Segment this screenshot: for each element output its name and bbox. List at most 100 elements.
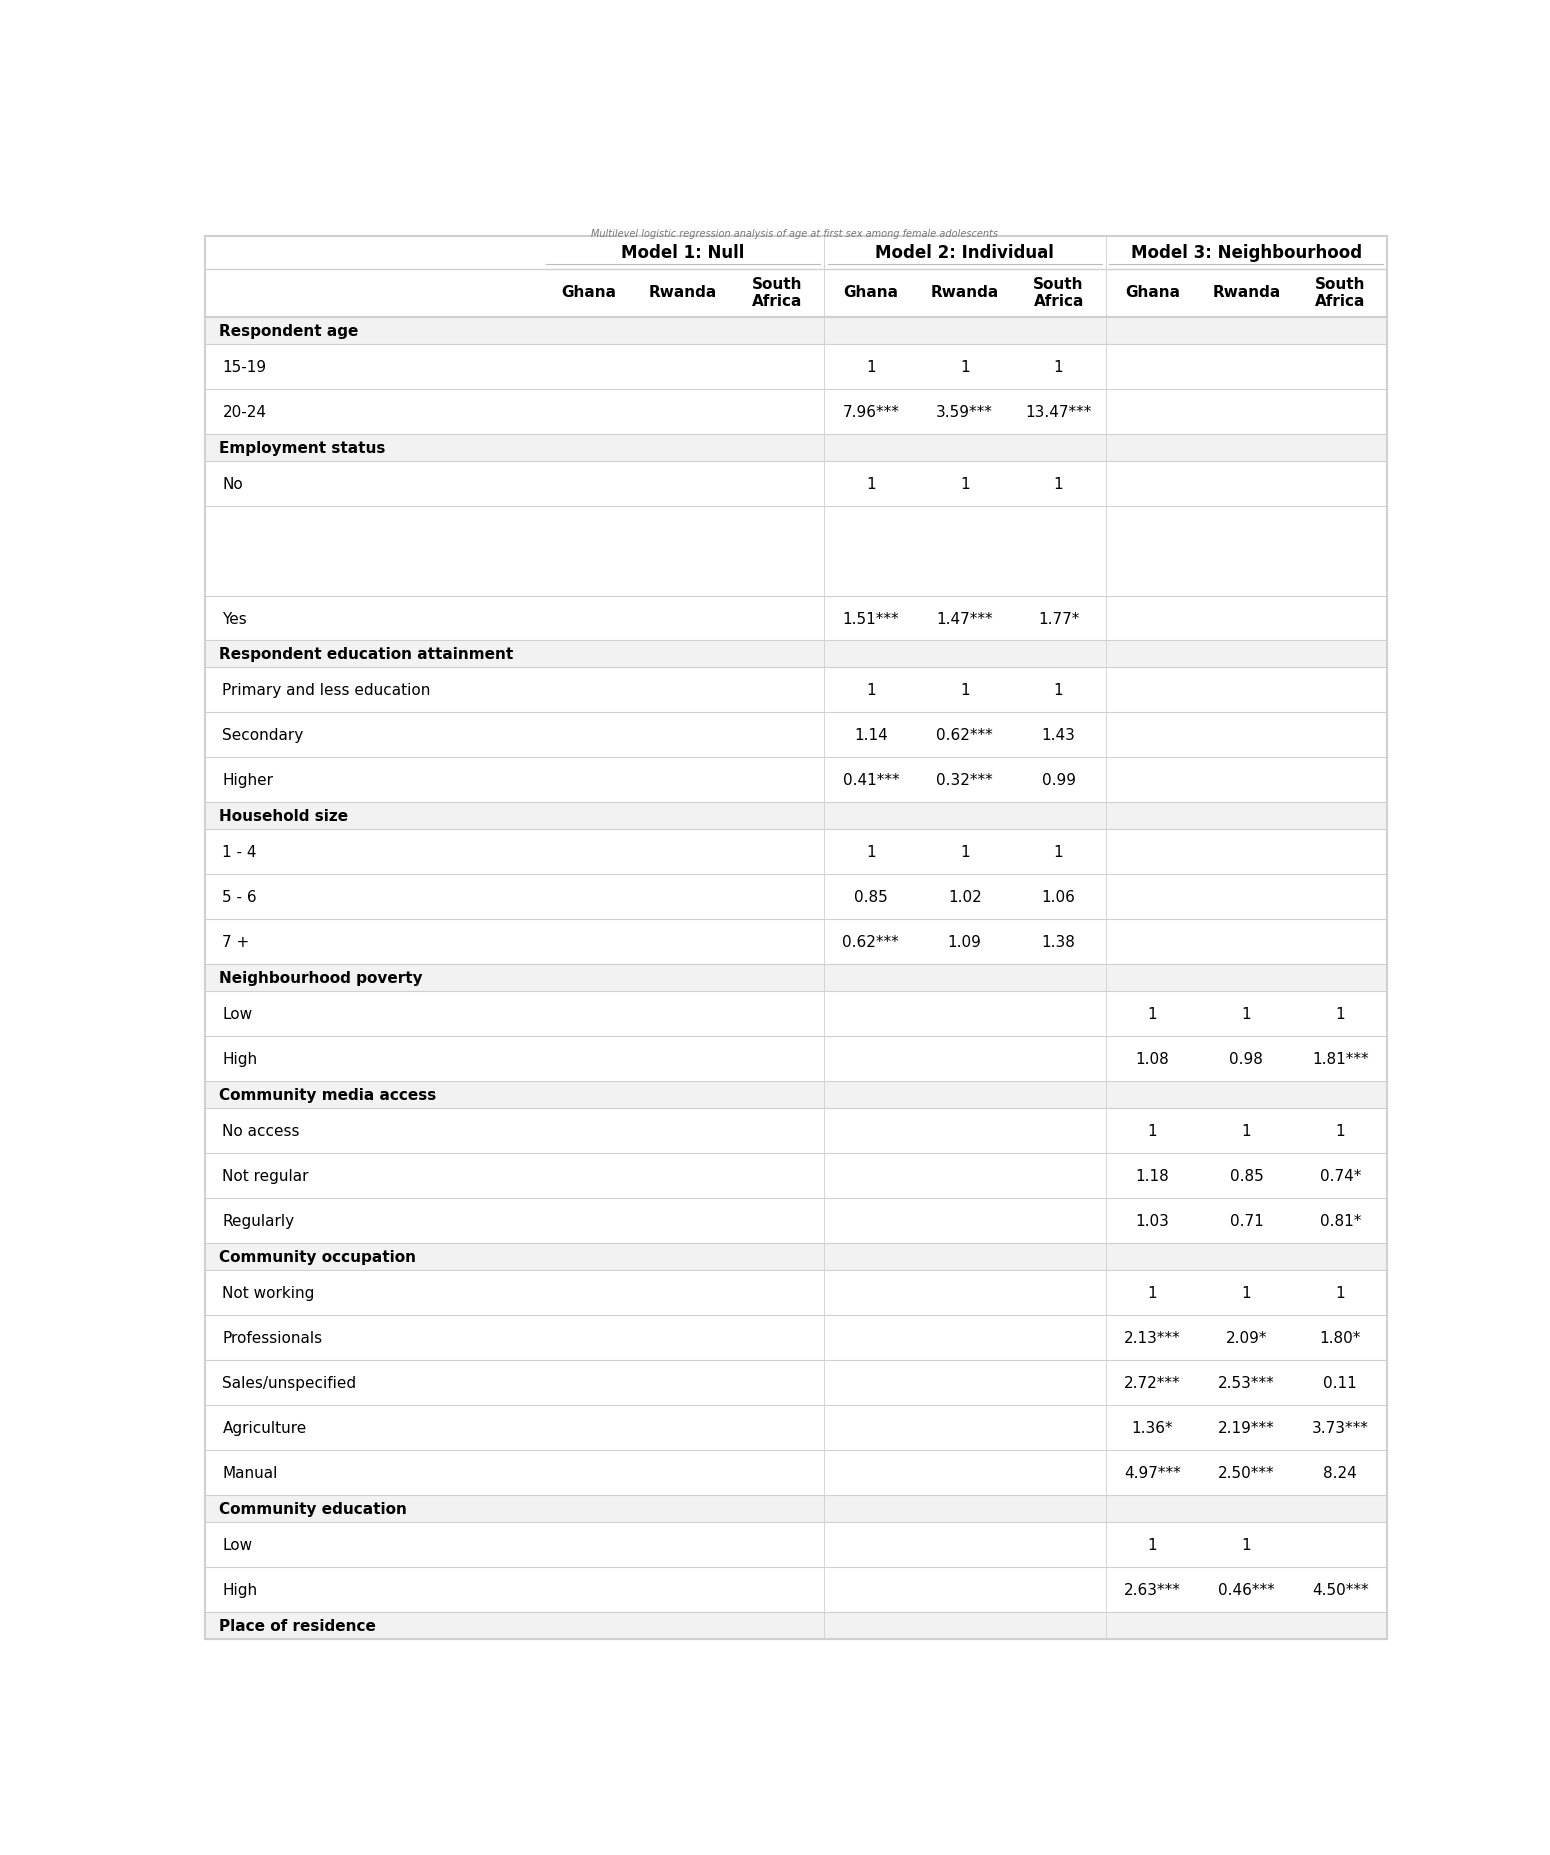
Text: 1.81***: 1.81*** xyxy=(1311,1052,1369,1067)
Bar xyxy=(205,1271,1387,1315)
Text: 0.74*: 0.74* xyxy=(1319,1169,1361,1183)
Text: South
Africa: South Africa xyxy=(1034,276,1083,308)
Text: 1.03: 1.03 xyxy=(1136,1213,1169,1228)
Text: High: High xyxy=(223,1582,257,1597)
Text: Neighbourhood poverty: Neighbourhood poverty xyxy=(220,970,423,985)
Text: 2.13***: 2.13*** xyxy=(1124,1330,1181,1345)
Bar xyxy=(205,506,1387,595)
Text: Ghana: Ghana xyxy=(843,286,899,301)
Text: 1: 1 xyxy=(1147,1124,1158,1139)
Text: 1.08: 1.08 xyxy=(1136,1052,1169,1067)
Text: 1.47***: 1.47*** xyxy=(936,610,994,627)
Text: 7 +: 7 + xyxy=(223,935,250,950)
Text: Model 1: Null: Model 1: Null xyxy=(622,243,744,262)
Text: 1: 1 xyxy=(1242,1538,1251,1553)
Text: Model 3: Neighbourhood: Model 3: Neighbourhood xyxy=(1132,243,1362,262)
Text: 0.71: 0.71 xyxy=(1229,1213,1263,1228)
Bar xyxy=(205,992,1387,1037)
Text: Community education: Community education xyxy=(220,1501,408,1517)
Text: 1: 1 xyxy=(959,846,970,861)
Text: 2.19***: 2.19*** xyxy=(1218,1421,1274,1436)
Text: 1: 1 xyxy=(959,360,970,375)
Text: 1: 1 xyxy=(959,683,970,697)
Text: Secondary: Secondary xyxy=(223,727,304,744)
Bar xyxy=(205,712,1387,759)
Text: 1.02: 1.02 xyxy=(949,890,981,905)
Text: 1: 1 xyxy=(866,846,876,861)
Text: 0.99: 0.99 xyxy=(1042,774,1076,788)
Text: Community media access: Community media access xyxy=(220,1087,437,1104)
Bar xyxy=(205,1315,1387,1360)
Text: 1 - 4: 1 - 4 xyxy=(223,846,257,861)
Text: 2.09*: 2.09* xyxy=(1226,1330,1268,1345)
Text: 1.77*: 1.77* xyxy=(1038,610,1079,627)
Text: 20-24: 20-24 xyxy=(223,404,267,419)
Text: No access: No access xyxy=(223,1124,301,1139)
Text: 0.81*: 0.81* xyxy=(1319,1213,1361,1228)
Text: 4.97***: 4.97*** xyxy=(1124,1465,1181,1480)
Bar xyxy=(205,1612,1387,1640)
Text: Professionals: Professionals xyxy=(223,1330,322,1345)
Bar xyxy=(205,1154,1387,1198)
Text: 1: 1 xyxy=(1336,1286,1345,1300)
Bar xyxy=(205,1037,1387,1081)
Text: 1: 1 xyxy=(959,477,970,492)
Text: 1: 1 xyxy=(866,360,876,375)
Text: 0.41***: 0.41*** xyxy=(843,774,899,788)
Text: 1: 1 xyxy=(1242,1007,1251,1022)
Text: Rwanda: Rwanda xyxy=(1212,286,1280,301)
Text: Sales/unspecified: Sales/unspecified xyxy=(223,1376,356,1391)
Text: 4.50***: 4.50*** xyxy=(1311,1582,1369,1597)
Text: 1.06: 1.06 xyxy=(1042,890,1076,905)
Text: South
Africa: South Africa xyxy=(1314,276,1366,308)
Text: Ghana: Ghana xyxy=(561,286,617,301)
Text: 2.50***: 2.50*** xyxy=(1218,1465,1274,1480)
Text: Not regular: Not regular xyxy=(223,1169,308,1183)
Text: 1: 1 xyxy=(1054,477,1063,492)
Text: 7.96***: 7.96*** xyxy=(842,404,899,419)
Text: 13.47***: 13.47*** xyxy=(1026,404,1091,419)
Text: Low: Low xyxy=(223,1007,253,1022)
Text: 1: 1 xyxy=(866,477,876,492)
Text: 0.11: 0.11 xyxy=(1324,1376,1358,1391)
Bar xyxy=(205,642,1387,668)
Bar xyxy=(205,462,1387,506)
Text: 1: 1 xyxy=(1147,1007,1158,1022)
Text: 1.80*: 1.80* xyxy=(1319,1330,1361,1345)
Text: 1: 1 xyxy=(1242,1124,1251,1139)
Text: 3.73***: 3.73*** xyxy=(1311,1421,1369,1436)
Text: 0.46***: 0.46*** xyxy=(1218,1582,1274,1597)
Bar xyxy=(205,271,1387,317)
Text: Primary and less education: Primary and less education xyxy=(223,683,431,697)
Text: Respondent education attainment: Respondent education attainment xyxy=(220,647,513,662)
Text: 5 - 6: 5 - 6 xyxy=(223,890,257,905)
Text: Not working: Not working xyxy=(223,1286,315,1300)
Bar xyxy=(205,829,1387,876)
Text: 0.32***: 0.32*** xyxy=(936,774,994,788)
Bar xyxy=(205,965,1387,992)
Bar xyxy=(205,1495,1387,1523)
Text: South
Africa: South Africa xyxy=(752,276,803,308)
Text: 1: 1 xyxy=(1147,1286,1158,1300)
Bar xyxy=(205,1406,1387,1451)
Text: 0.85: 0.85 xyxy=(1229,1169,1263,1183)
Bar xyxy=(205,390,1387,434)
Text: 0.85: 0.85 xyxy=(854,890,888,905)
Text: 1.18: 1.18 xyxy=(1136,1169,1169,1183)
Bar xyxy=(205,1198,1387,1243)
Bar xyxy=(205,920,1387,965)
Text: 1.38: 1.38 xyxy=(1042,935,1076,950)
Text: Yes: Yes xyxy=(223,610,246,627)
Text: 3.59***: 3.59*** xyxy=(936,404,994,419)
Bar xyxy=(205,1523,1387,1567)
Bar xyxy=(205,317,1387,345)
Text: 1.09: 1.09 xyxy=(947,935,981,950)
Text: No: No xyxy=(223,477,243,492)
Bar xyxy=(205,434,1387,462)
Bar xyxy=(205,1081,1387,1109)
Text: 1: 1 xyxy=(1242,1286,1251,1300)
Text: Community occupation: Community occupation xyxy=(220,1250,417,1265)
Bar xyxy=(205,668,1387,712)
Text: 0.62***: 0.62*** xyxy=(936,727,994,744)
Text: 0.62***: 0.62*** xyxy=(843,935,899,950)
